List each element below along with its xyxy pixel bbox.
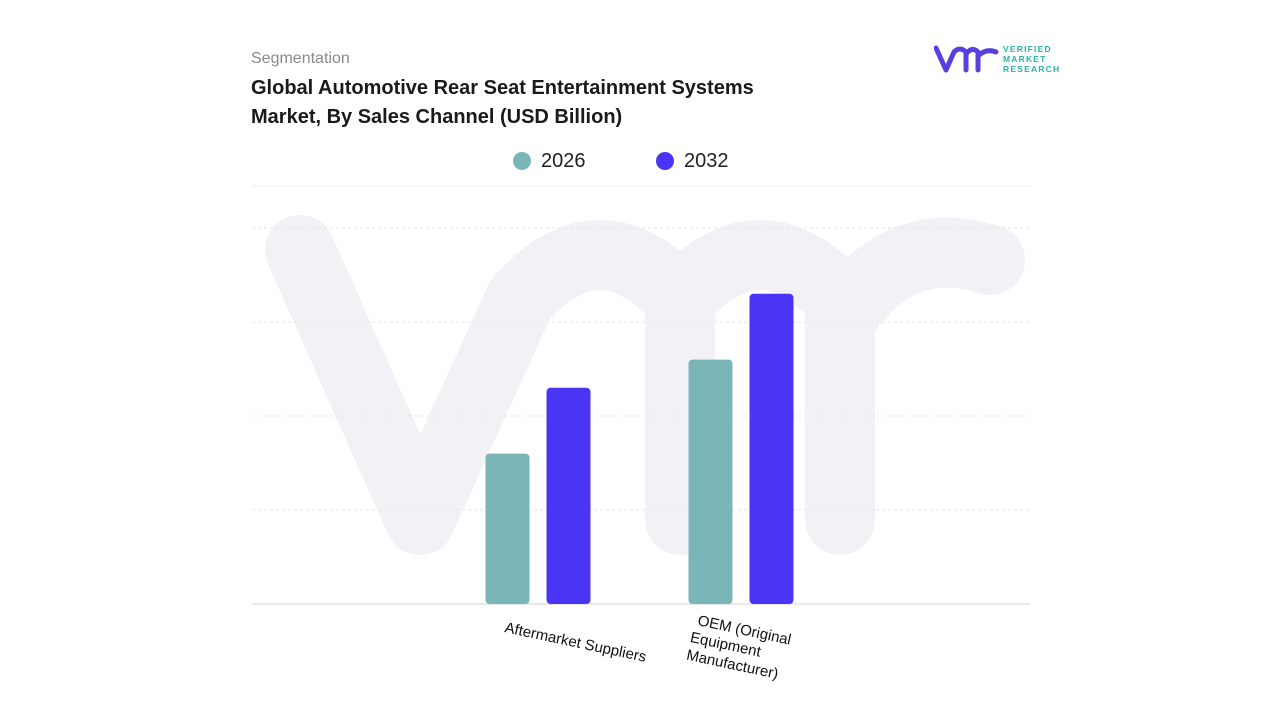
legend-item-2026: 2026 [513,148,586,174]
logo-text-verified: VERIFIED [1003,44,1052,54]
bar-2026-oem [688,359,733,604]
legend-label-2026: 2026 [541,149,586,172]
legend-item-2032: 2032 [656,148,729,174]
bar-2032-aftermarket [546,387,591,604]
x-tick-label-line: Aftermarket Suppliers [503,619,648,666]
bar-2032-oem [749,293,794,604]
x-tick-label-aftermarket: Aftermarket Suppliers [503,619,648,666]
legend-swatch-2026 [513,152,531,170]
chart-title-line-1: Global Automotive Rear Seat Entertainmen… [251,77,754,99]
segment-label: Segmentation [251,50,350,67]
chart-title: Global Automotive Rear Seat Entertainmen… [251,74,811,132]
logo-text-research: RESEARCH [1003,64,1061,74]
watermark-logo [265,215,1025,555]
legend-label-2032: 2032 [684,149,729,172]
chart-title-line-2: Market, By Sales Channel (USD Billion) [251,106,623,128]
legend-swatch-2032 [656,152,674,170]
x-tick-label-oem: OEM (Original Equipment Manufacturer) [681,611,793,684]
bar-2026-aftermarket [485,453,530,604]
vmr-logo-icon [934,45,999,73]
logo-text-market: MARKET [1003,54,1047,64]
